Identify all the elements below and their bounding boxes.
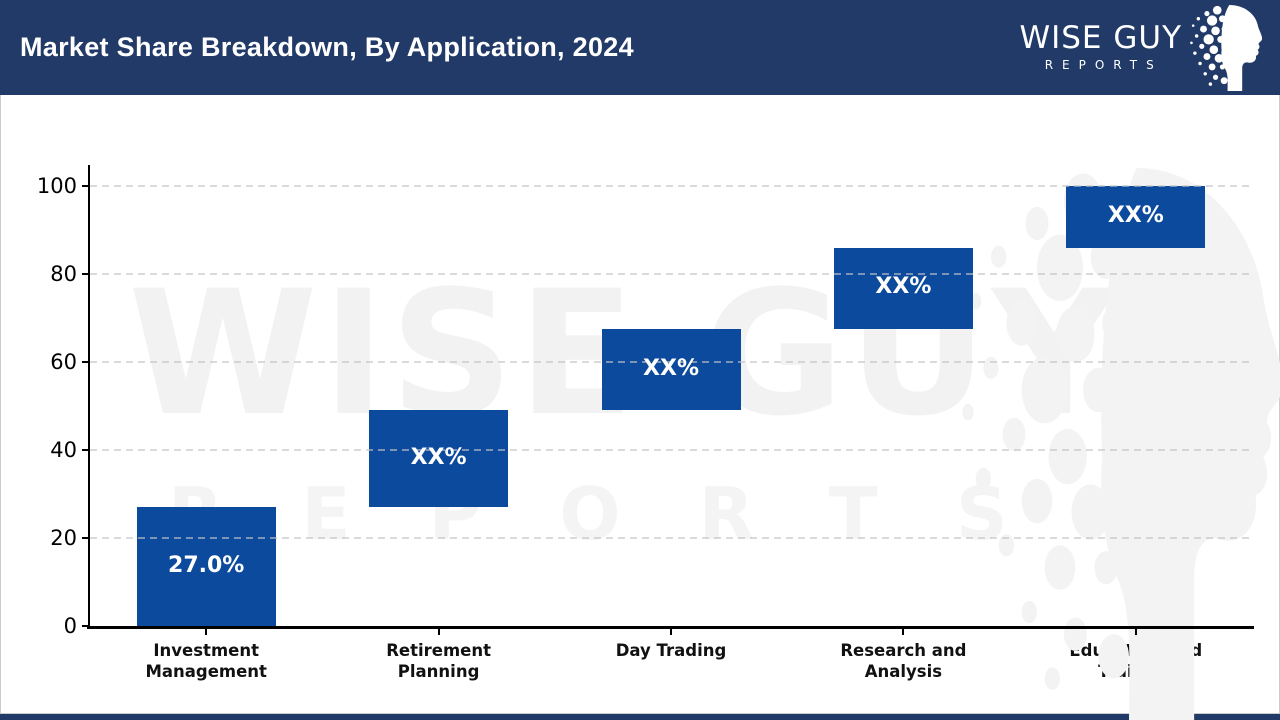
x-tick-mark-research-and-analysis bbox=[902, 628, 905, 635]
page-title: Market Share Breakdown, By Application, … bbox=[20, 32, 634, 62]
x-tick-mark-day-trading bbox=[670, 628, 672, 635]
x-category-label-research-and-analysis: Research and Analysis bbox=[840, 641, 967, 682]
bar-day-trading bbox=[601, 329, 741, 411]
header-bar: Market Share Breakdown, By Application, … bbox=[0, 0, 1280, 95]
y-axis-line bbox=[88, 165, 90, 628]
y-tick-label-40: 40 bbox=[50, 438, 77, 462]
y-tick-label-20: 20 bbox=[50, 526, 77, 550]
y-tick-mark-60 bbox=[82, 361, 89, 363]
logo: WISE GUY REPORTS bbox=[1019, 4, 1266, 91]
bar-retirement-planning bbox=[369, 410, 509, 508]
x-category-label-investment-management: Investment Management bbox=[145, 641, 267, 682]
footer-bar bbox=[0, 714, 1280, 720]
logo-subtext: REPORTS bbox=[1044, 58, 1163, 72]
bar-investment-management bbox=[136, 507, 276, 626]
x-tick-mark-education-and-training bbox=[1134, 628, 1137, 635]
y-tick-mark-100 bbox=[82, 185, 89, 187]
x-tick-mark-investment-management bbox=[205, 628, 208, 635]
y-tick-label-80: 80 bbox=[50, 262, 77, 286]
x-axis-line bbox=[87, 626, 1254, 629]
y-tick-label-60: 60 bbox=[50, 350, 77, 374]
x-tick-mark-retirement-planning bbox=[437, 628, 440, 635]
x-category-label-retirement-planning: Retirement Planning bbox=[386, 641, 491, 682]
y-tick-label-100: 100 bbox=[36, 174, 77, 198]
bar-education-and-training bbox=[1066, 186, 1206, 248]
x-category-label-day-trading: Day Trading bbox=[615, 641, 727, 660]
watermark-face-icon bbox=[962, 168, 1280, 720]
logo-wordmark: WISE GUY bbox=[1019, 20, 1182, 56]
footer-divider bbox=[0, 713, 1280, 714]
logo-wordmark-block: WISE GUY REPORTS bbox=[1019, 20, 1182, 73]
logo-face-icon bbox=[1190, 4, 1263, 91]
y-tick-mark-80 bbox=[82, 273, 89, 275]
y-tick-label-0: 0 bbox=[63, 614, 77, 638]
y-tick-mark-40 bbox=[82, 449, 89, 451]
y-tick-mark-0 bbox=[82, 625, 89, 627]
bar-research-and-analysis bbox=[833, 247, 973, 329]
y-tick-mark-20 bbox=[82, 537, 89, 539]
